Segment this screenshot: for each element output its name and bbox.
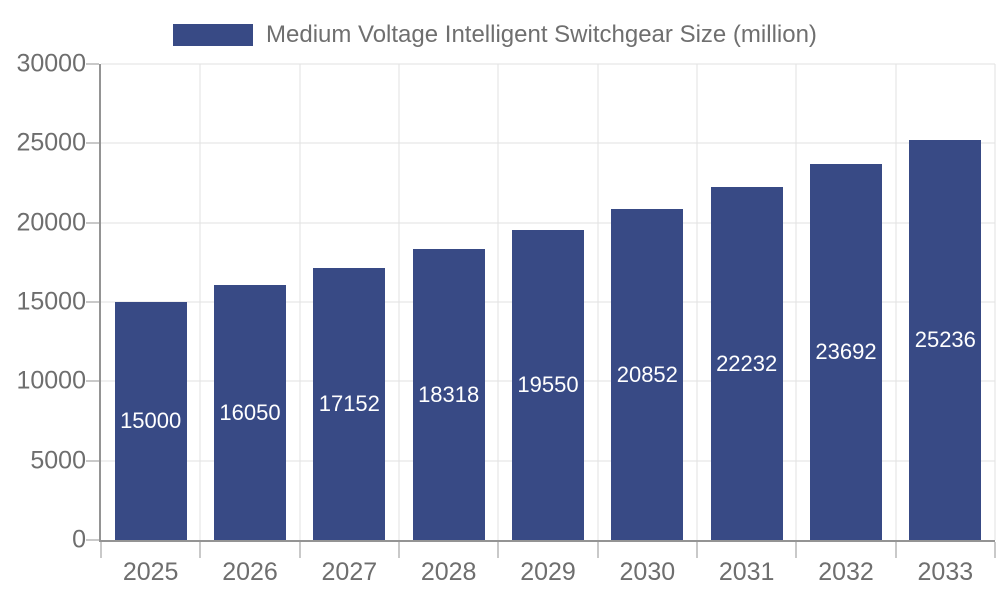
x-tick-label: 2028 [420, 558, 477, 586]
x-axis-tick [497, 542, 500, 558]
vertical-gridline [895, 64, 897, 540]
y-tick-label: 20000 [16, 208, 86, 237]
y-tick-label: 0 [72, 525, 86, 554]
horizontal-gridline [101, 142, 995, 144]
bar-value-label: 22232 [716, 350, 778, 376]
y-axis-tick [86, 380, 99, 383]
x-tick-label: 2033 [917, 558, 974, 586]
x-axis-tick [695, 542, 698, 558]
bar-value-label: 18318 [418, 381, 480, 407]
y-axis-tick [86, 221, 99, 224]
y-tick-label: 25000 [16, 128, 86, 157]
bar-value-label: 20852 [616, 361, 678, 387]
x-axis-line [99, 540, 995, 542]
y-axis-tick [86, 459, 99, 462]
y-axis-tick [86, 63, 99, 65]
bar[interactable]: 23692 [809, 164, 882, 540]
bar-value-label: 19550 [517, 371, 579, 397]
vertical-gridline [398, 64, 400, 540]
horizontal-gridline [101, 63, 995, 65]
bar-value-label: 16050 [219, 399, 281, 425]
bar-value-label: 17152 [318, 390, 380, 416]
bar[interactable]: 16050 [213, 285, 286, 540]
bar[interactable]: 17152 [313, 267, 386, 540]
bar[interactable]: 19550 [511, 229, 584, 540]
x-axis-tick [894, 542, 897, 558]
x-axis-tick [795, 542, 798, 558]
vertical-gridline [597, 64, 599, 540]
bar[interactable]: 20852 [611, 209, 684, 540]
y-axis-line [99, 64, 101, 540]
vertical-gridline [199, 64, 201, 540]
vertical-gridline [795, 64, 797, 540]
y-tick-label: 10000 [16, 366, 86, 395]
x-tick-label: 2031 [718, 558, 775, 586]
x-tick-label: 2030 [619, 558, 676, 586]
plot-area: 15000 16050 17152 18318 19550 20852 22232 23692… [86, 63, 996, 558]
x-axis-tick [100, 542, 102, 558]
x-axis-tick [199, 542, 202, 558]
legend-label: Medium Voltage Intelligent Switchgear Si… [266, 21, 817, 48]
bar[interactable]: 22232 [710, 187, 783, 540]
legend-swatch [173, 24, 253, 46]
x-tick-label: 2025 [122, 558, 179, 586]
bar-value-label: 23692 [815, 339, 877, 365]
bar-value-label: 15000 [120, 408, 182, 433]
horizontal-gridline [101, 222, 995, 224]
x-tick-label: 2026 [222, 558, 278, 586]
bar[interactable]: 25236 [909, 139, 982, 540]
y-axis-tick [86, 539, 99, 541]
chart-legend[interactable]: Medium Voltage Intelligent Switchgear Si… [173, 21, 817, 49]
y-tick-label: 30000 [16, 49, 86, 78]
x-axis-tick [397, 542, 400, 558]
vertical-gridline [994, 64, 996, 540]
vertical-gridline [696, 64, 698, 540]
x-tick-label: 2027 [321, 558, 378, 586]
bar-value-label: 25236 [914, 326, 976, 352]
y-axis-tick [86, 301, 99, 303]
bar[interactable]: 15000 [114, 302, 187, 540]
vertical-gridline [497, 64, 499, 540]
x-axis-tick [298, 542, 301, 558]
x-axis-tick [596, 542, 599, 558]
x-axis-tick [994, 542, 996, 558]
y-tick-label: 5000 [30, 446, 86, 475]
x-tick-label: 2029 [520, 558, 576, 586]
vertical-gridline [299, 64, 301, 540]
y-tick-label: 15000 [16, 287, 86, 316]
x-tick-label: 2032 [818, 558, 874, 586]
y-axis-tick [86, 142, 99, 145]
bar[interactable]: 18318 [412, 249, 485, 540]
